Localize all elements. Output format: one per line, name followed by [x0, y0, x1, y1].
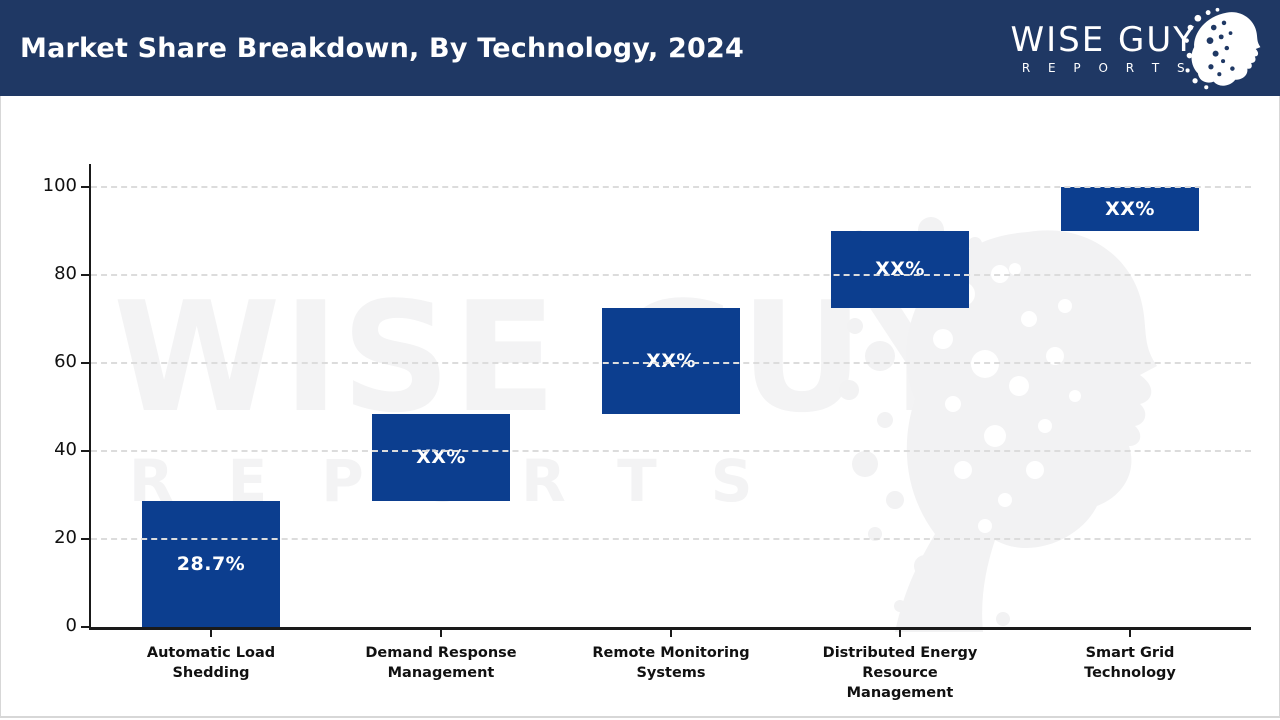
- x-tick-label: Demand Response Management: [365, 645, 517, 681]
- x-tick-mark: [1129, 629, 1131, 637]
- page-title: Market Share Breakdown, By Technology, 2…: [20, 32, 745, 64]
- logo: WISE GUY R E P O R T S: [1010, 6, 1266, 92]
- bar-value-label: 28.7%: [176, 552, 246, 575]
- y-tick-mark: [81, 186, 89, 188]
- gridline: [91, 274, 1251, 276]
- bar-value-label: XX%: [646, 350, 696, 373]
- bar-value-label: XX%: [875, 258, 925, 281]
- y-tick-mark: [81, 450, 89, 452]
- y-tick-label: 60: [54, 351, 77, 372]
- logo-head-icon: [1184, 7, 1261, 90]
- y-tick-mark: [81, 538, 89, 540]
- bar: XX%: [602, 308, 740, 414]
- x-tick-label: Distributed Energy Resource Management: [822, 645, 978, 701]
- logo-wordmark: WISE GUY: [1010, 20, 1196, 61]
- bar: XX%: [831, 230, 969, 309]
- x-tick-mark: [670, 629, 672, 637]
- y-tick-label: 0: [65, 615, 77, 636]
- y-tick-mark: [81, 274, 89, 276]
- gridline: [91, 362, 1251, 364]
- plot-area: 0 20 40 60 80 100 Automatic Load Shedding Deman…: [1, 96, 1280, 718]
- x-axis-line: [89, 627, 1251, 630]
- x-tick-label: Automatic Load Shedding: [146, 645, 276, 681]
- header-bar: Market Share Breakdown, By Technology, 2…: [0, 0, 1280, 96]
- logo-text: WISE GUY R E P O R T S: [1010, 20, 1196, 75]
- gridline: [91, 538, 1251, 540]
- y-tick-mark: [81, 362, 89, 364]
- y-tick-label: 40: [54, 439, 77, 460]
- gridline: [91, 450, 1251, 452]
- bar: XX%: [372, 413, 510, 501]
- y-tick-label: 20: [54, 527, 77, 548]
- x-tick-mark: [899, 629, 901, 637]
- x-tick-label: Remote Monitoring Systems: [592, 645, 750, 681]
- logo-subtitle: R E P O R T S: [1021, 60, 1192, 75]
- y-tick-mark: [81, 626, 89, 628]
- y-axis-line: [89, 164, 91, 629]
- gridline: [91, 186, 1251, 188]
- y-tick-label: 80: [54, 263, 77, 284]
- y-tick-label: 100: [42, 175, 77, 196]
- bar-value-label: XX%: [1105, 197, 1155, 220]
- bar: XX%: [1061, 187, 1199, 231]
- x-tick-mark: [210, 629, 212, 637]
- x-tick-label: Smart Grid Technology: [1084, 645, 1176, 681]
- x-tick-mark: [440, 629, 442, 637]
- bar: 28.7%: [142, 500, 280, 627]
